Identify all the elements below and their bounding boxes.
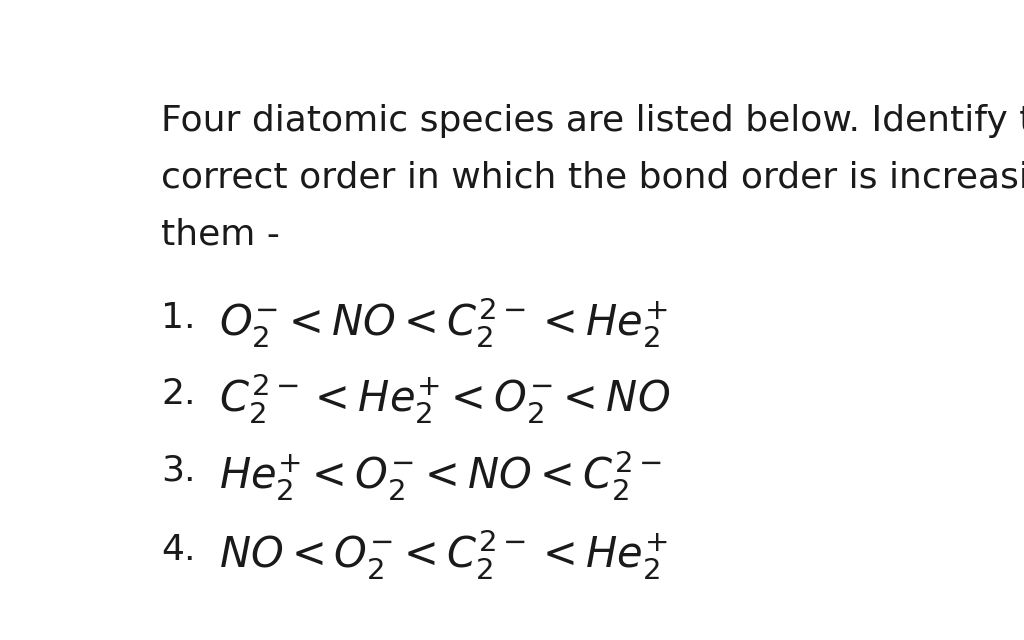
Text: $He_2^{+} < O_2^{-} < NO < C_2^{2-}$: $He_2^{+} < O_2^{-} < NO < C_2^{2-}$ bbox=[219, 449, 663, 503]
Text: correct order in which the bond order is increasing in: correct order in which the bond order is… bbox=[162, 161, 1024, 195]
Text: 2.: 2. bbox=[162, 378, 196, 412]
Text: Four diatomic species are listed below. Identify the: Four diatomic species are listed below. … bbox=[162, 104, 1024, 138]
Text: $NO < O_2^{-} < C_2^{2-} < He_2^{+}$: $NO < O_2^{-} < C_2^{2-} < He_2^{+}$ bbox=[219, 528, 668, 582]
Text: 3.: 3. bbox=[162, 454, 196, 488]
Text: 1.: 1. bbox=[162, 301, 196, 335]
Text: 4.: 4. bbox=[162, 532, 196, 566]
Text: $C_2^{2-} < He_2^{+} < O_2^{-} < NO$: $C_2^{2-} < He_2^{+} < O_2^{-} < NO$ bbox=[219, 372, 671, 426]
Text: $O_2^{-} < NO < C_2^{2-} < He_2^{+}$: $O_2^{-} < NO < C_2^{2-} < He_2^{+}$ bbox=[219, 296, 668, 350]
Text: them -: them - bbox=[162, 217, 281, 252]
